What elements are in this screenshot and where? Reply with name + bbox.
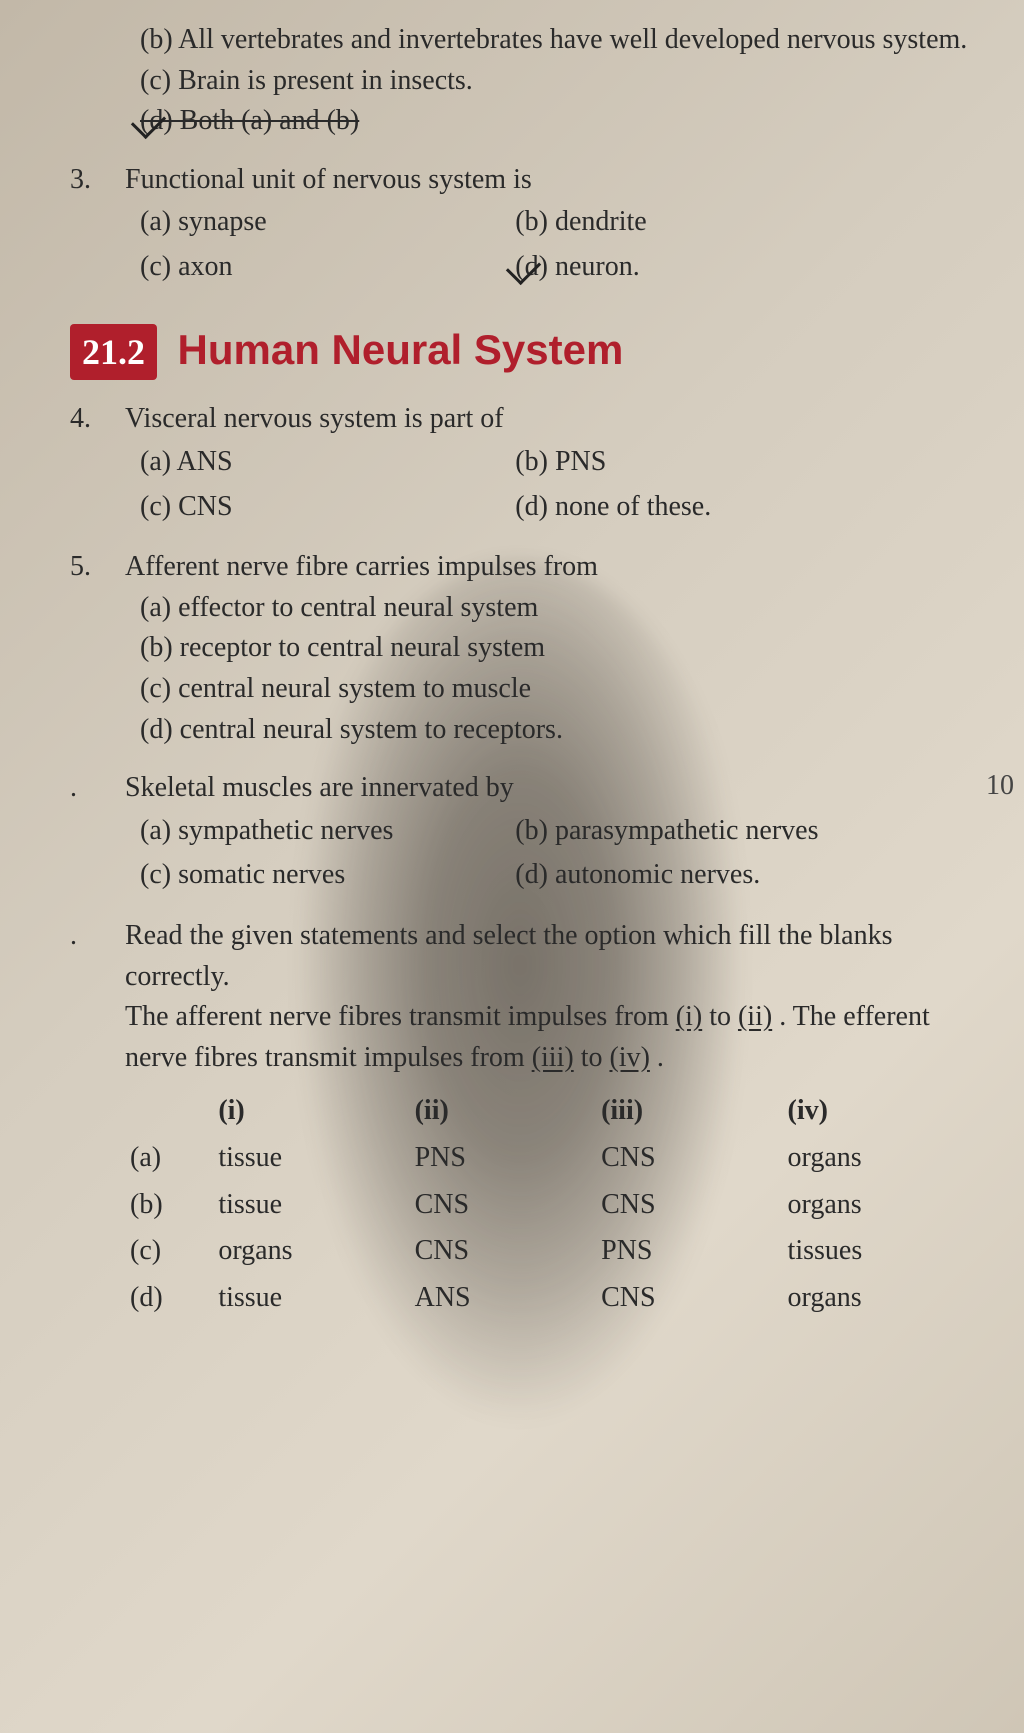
q7-d-iv: organs (788, 1275, 974, 1322)
q7-blank-i: (i) (676, 1001, 702, 1032)
q3: 3. Functional unit of nervous system is (70, 160, 974, 201)
q7-h-iv: (iv) (788, 1088, 974, 1135)
q7-num: . (70, 916, 125, 997)
q7-d-lbl: (d) (130, 1275, 218, 1322)
q5-text: Afferent nerve fibre carries impulses fr… (125, 547, 974, 588)
q7-a-ii: PNS (415, 1135, 601, 1182)
q6-num: . (70, 768, 125, 809)
q7-blank-iii: (iii) (532, 1042, 574, 1073)
q7-c-iii: PNS (601, 1228, 787, 1275)
q4-b: (b) PNS (515, 440, 890, 485)
q7-b-iv: organs (788, 1182, 974, 1229)
q7-row-c: (c) organs CNS PNS tissues (130, 1228, 974, 1275)
q7: . Read the given statements and select t… (70, 916, 974, 997)
q7-row-d: (d) tissue ANS CNS organs (130, 1275, 974, 1322)
q4-text: Visceral nervous system is part of (125, 399, 974, 440)
q7-h-ii: (ii) (415, 1088, 601, 1135)
q7-a-i: tissue (218, 1135, 414, 1182)
q7-d-iii: CNS (601, 1275, 787, 1322)
q4: 4. Visceral nervous system is part of (70, 399, 974, 440)
q6-c: (c) somatic nerves (140, 853, 515, 898)
q2-opt-d: (d) Both (a) and (b) (140, 101, 974, 142)
q5-num: 5. (70, 547, 125, 588)
q7-b-iii: CNS (601, 1182, 787, 1229)
q3-options: (a) synapse (b) dendrite (c) axon (d) ne… (140, 200, 974, 289)
q3-b: (b) dendrite (515, 200, 890, 245)
q7-b-lbl: (b) (130, 1182, 218, 1229)
q7-d-i: tissue (218, 1275, 414, 1322)
q7-table-head: (i) (ii) (iii) (iv) (130, 1088, 974, 1135)
q7-c-lbl: (c) (130, 1228, 218, 1275)
q3-c: (c) axon (140, 245, 515, 290)
q5-c: (c) central neural system to muscle (140, 669, 974, 710)
q6-d: (d) autonomic nerves. (515, 853, 890, 898)
q5-d: (d) central neural system to receptors. (140, 710, 974, 751)
q5: 5. Afferent nerve fibre carries impulses… (70, 547, 974, 588)
q6: . Skeletal muscles are innervated by (70, 768, 974, 809)
q7-s5: . (657, 1042, 664, 1073)
q7-d-ii: ANS (415, 1275, 601, 1322)
q7-blank-iv: (iv) (609, 1042, 649, 1073)
section-heading: 21.2 Human Neural System (70, 320, 974, 382)
q5-b: (b) receptor to central neural system (140, 628, 974, 669)
q7-b-i: tissue (218, 1182, 414, 1229)
q7-a-iv: organs (788, 1135, 974, 1182)
q2-opt-d-text: (d) Both (a) and (b) (140, 105, 359, 136)
q3-d: (d) neuron. (515, 245, 890, 290)
q7-blank-ii: (ii) (738, 1001, 772, 1032)
q7-fill-sentence: The afferent nerve fibres transmit impul… (125, 997, 974, 1078)
q4-d: (d) none of these. (515, 485, 890, 530)
q5-options: (a) effector to central neural system (b… (140, 588, 974, 750)
q7-text: Read the given statements and select the… (125, 916, 974, 997)
q4-a: (a) ANS (140, 440, 515, 485)
q7-a-lbl: (a) (130, 1135, 218, 1182)
q7-b-ii: CNS (415, 1182, 601, 1229)
q7-c-iv: tissues (788, 1228, 974, 1275)
page-content: (b) All vertebrates and invertebrates ha… (0, 0, 1024, 1341)
q7-row-a: (a) tissue PNS CNS organs (130, 1135, 974, 1182)
q4-num: 4. (70, 399, 125, 440)
q7-s2: to (709, 1001, 738, 1032)
q3-a: (a) synapse (140, 200, 515, 245)
q7-h-iii: (iii) (601, 1088, 787, 1135)
q7-row-b: (b) tissue CNS CNS organs (130, 1182, 974, 1229)
q5-a: (a) effector to central neural system (140, 588, 974, 629)
q6-text: Skeletal muscles are innervated by (125, 768, 974, 809)
q4-options: (a) ANS (b) PNS (c) CNS (d) none of thes… (140, 440, 974, 529)
section-number: 21.2 (70, 324, 157, 380)
q6-a: (a) sympathetic nerves (140, 809, 515, 854)
q7-table: (i) (ii) (iii) (iv) (a) tissue PNS CNS o… (130, 1088, 974, 1321)
q7-a-iii: CNS (601, 1135, 787, 1182)
q3-num: 3. (70, 160, 125, 201)
q7-h-i: (i) (218, 1088, 414, 1135)
q2-opt-c: (c) Brain is present in insects. (140, 61, 974, 102)
q3-text: Functional unit of nervous system is (125, 160, 974, 201)
q6-b: (b) parasympathetic nerves (515, 809, 890, 854)
q3-d-text: (d) neuron. (515, 251, 639, 282)
q2-opt-b: (b) All vertebrates and invertebrates ha… (140, 20, 974, 61)
q6-options: (a) sympathetic nerves (b) parasympathet… (140, 809, 974, 898)
q7-s4: to (581, 1042, 610, 1073)
q7-c-ii: CNS (415, 1228, 601, 1275)
q7-c-i: organs (218, 1228, 414, 1275)
section-title: Human Neural System (178, 326, 624, 373)
q4-c: (c) CNS (140, 485, 515, 530)
q7-s1: The afferent nerve fibres transmit impul… (125, 1001, 676, 1032)
q7-h-blank (130, 1088, 218, 1135)
